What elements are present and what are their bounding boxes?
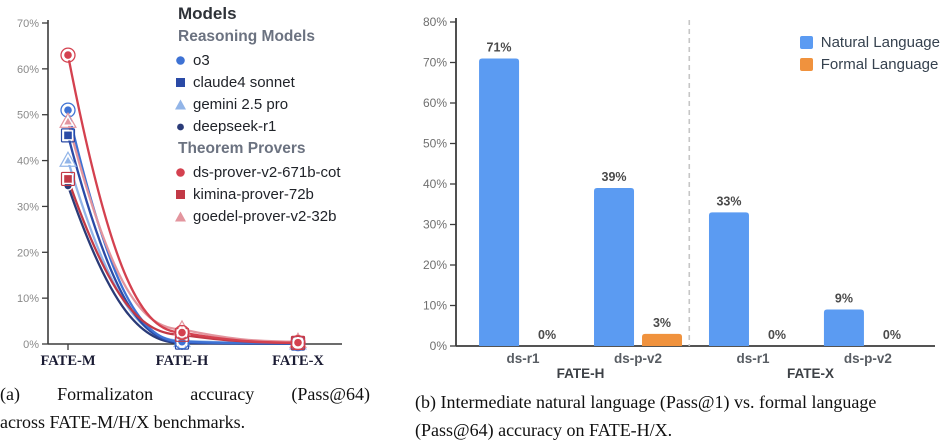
chart-b-category-label: ds-p-v2 (844, 351, 892, 366)
chart-a-series-markers (59, 47, 307, 352)
chart-a-xtick-label: FATE-X (272, 353, 324, 369)
square-marker-icon (176, 189, 185, 199)
chart-b-ytick-label: 0% (430, 339, 448, 353)
chart-a-series-lines (66, 53, 300, 345)
legend-item-ds-prover-v2-671b-cot: ds-prover-v2-671b-cot (174, 161, 374, 183)
chart-a-axes: 0% 10% 20% 30% 40% 50% 60% 70% FATE-M FATE-H FATE-… (17, 18, 342, 369)
bar-value-label: 0% (883, 328, 901, 342)
chart-b-ytick-label: 10% (423, 299, 447, 313)
chart-b-category-label: ds-p-v2 (614, 351, 662, 366)
figure-b: 0% 10% 20% 30% 40% 50% 60% 70% 80% 71% 39% 33% 9% 0% 3… (415, 0, 942, 440)
legend-item-label: kimina-prover-72b (193, 185, 314, 203)
legend-title: Models (178, 4, 237, 23)
chart-a-ytick-label: 60% (17, 64, 39, 76)
legend-item-label: Natural Language (820, 34, 940, 51)
chart-b-axes: 0% 10% 20% 30% 40% 50% 60% 70% 80% (423, 15, 935, 353)
chart-b-ytick-label: 40% (423, 177, 447, 191)
legend-item-natural-language: Natural Language (799, 34, 940, 51)
caption-a-line1: (a) Formalizaton accuracy (Pass@64) (0, 384, 370, 404)
circle-marker-icon (176, 167, 185, 177)
caption-a-line2: across FATE-M/H/X benchmarks. (0, 412, 246, 432)
legend-group-heading-reasoning-models: Reasoning Models (178, 28, 315, 45)
triangle-marker-icon (175, 211, 186, 221)
chart-a-ytick-label: 40% (17, 156, 39, 168)
chart-a-xtick-label: FATE-M (40, 353, 95, 369)
dot-marker-icon (177, 123, 184, 130)
chart-b-legend: Natural Language Formal Language (799, 34, 940, 73)
legend-item-goedel-prover-v2-32b: goedel-prover-v2-32b (174, 205, 374, 227)
chart-b-ytick-label: 80% (423, 15, 447, 29)
chart-a-ytick-label: 20% (17, 247, 39, 259)
bar-value-label: 9% (835, 292, 853, 306)
legend-item-label: deepseek-r1 (193, 117, 277, 135)
chart-b-group-label-fate-h: FATE-H (557, 366, 605, 381)
legend-item-label: gemini 2.5 pro (193, 95, 289, 113)
chart-b-ytick-label: 60% (423, 96, 447, 110)
chart-a-ytick-label: 30% (17, 201, 39, 213)
legend-item-gemini-2-5-pro: gemini 2.5 pro (174, 93, 374, 115)
chart-b-ytick-label: 70% (423, 56, 447, 70)
bar-value-label: 39% (602, 170, 627, 184)
chart-a-ytick-label: 70% (17, 18, 39, 30)
chart-b-category-label: ds-r1 (507, 351, 541, 366)
legend-item-deepseek-r1: deepseek-r1 (174, 115, 374, 137)
chart-b-ytick-label: 30% (423, 218, 447, 232)
bar-chart-natural-vs-formal: 0% 10% 20% 30% 40% 50% 60% 70% 80% 71% 39% 33% 9% 0% 3… (423, 15, 935, 381)
chart-a-ytick-label: 10% (17, 293, 39, 305)
bar-value-label: 33% (716, 194, 741, 208)
series-markers-ds-prover-v2-671b-cot (60, 47, 306, 351)
caption-b: (b) Intermediate natural language (Pass@… (415, 388, 942, 440)
legend-item-label: ds-prover-v2-671b-cot (193, 163, 341, 181)
chart-a-legend: Models Reasoning Models o3 claude4 sonnet ge… (174, 4, 374, 227)
legend-item-claude4-sonnet: claude4 sonnet (174, 71, 374, 93)
chart-a-ytick-label: 0% (23, 339, 39, 351)
legend-group-heading-theorem-provers: Theorem Provers (178, 140, 306, 157)
legend-swatch-icon (799, 58, 813, 71)
series-line-ds-prover-v2-671b-cot (66, 53, 300, 344)
chart-b-ytick-label: 20% (423, 258, 447, 272)
legend-item-label: o3 (193, 51, 210, 69)
chart-b-bars (479, 58, 864, 346)
bar-value-label: 0% (768, 328, 786, 342)
bar-value-label: 0% (538, 328, 556, 342)
figure-a: 0% 10% 20% 30% 40% 50% 60% 70% FATE-M FATE-H FATE-… (0, 0, 382, 440)
bar-natural-language-ds-r1-2 (708, 212, 749, 346)
bar-formal-language-ds-p-v2-1 (642, 333, 683, 346)
legend-item-label: Formal Language (820, 56, 939, 73)
square-marker-icon (176, 77, 185, 87)
series-line-goedel-prover-v2-32b (66, 120, 300, 343)
legend-item-label: claude4 sonnet (193, 73, 295, 91)
bar-natural-language-ds-r1-0 (479, 58, 520, 346)
bar-value-label: 3% (653, 316, 671, 330)
chart-a-xtick-label: FATE-H (156, 353, 209, 369)
caption-b-line2: (Pass@64) accuracy on FATE-H/X. (415, 420, 673, 440)
legend-item-label: goedel-prover-v2-32b (193, 207, 337, 225)
legend-item-formal-language: Formal Language (799, 56, 940, 73)
chart-b-ytick-label: 50% (423, 137, 447, 151)
legend-swatch-icon (799, 36, 813, 49)
triangle-marker-icon (175, 99, 186, 109)
bar-value-label: 71% (487, 40, 512, 54)
bar-natural-language-ds-p-v2-1 (594, 188, 635, 346)
circle-marker-icon (176, 55, 185, 65)
chart-b-xlabels: ds-r1 ds-p-v2 ds-r1 ds-p-v2 FATE-H FATE-X (507, 351, 892, 381)
legend-item-kimina-prover-72b: kimina-prover-72b (174, 183, 374, 205)
chart-a-ytick-label: 50% (17, 110, 39, 122)
chart-b-bar-labels: 71% 39% 33% 9% 0% 3% 0% 0% (487, 40, 901, 342)
chart-b-category-label: ds-r1 (736, 351, 770, 366)
line-chart-formalization-accuracy: 0% 10% 20% 30% 40% 50% 60% 70% FATE-M FATE-H FATE-… (17, 18, 342, 369)
bar-natural-language-ds-p-v2-3 (823, 309, 864, 346)
caption-b-line1: (b) Intermediate natural language (Pass@… (415, 392, 877, 412)
caption-a: (a) Formalizaton accuracy (Pass@64) acro… (0, 380, 370, 436)
legend-item-o3: o3 (174, 49, 374, 71)
chart-b-group-label-fate-x: FATE-X (787, 366, 834, 381)
